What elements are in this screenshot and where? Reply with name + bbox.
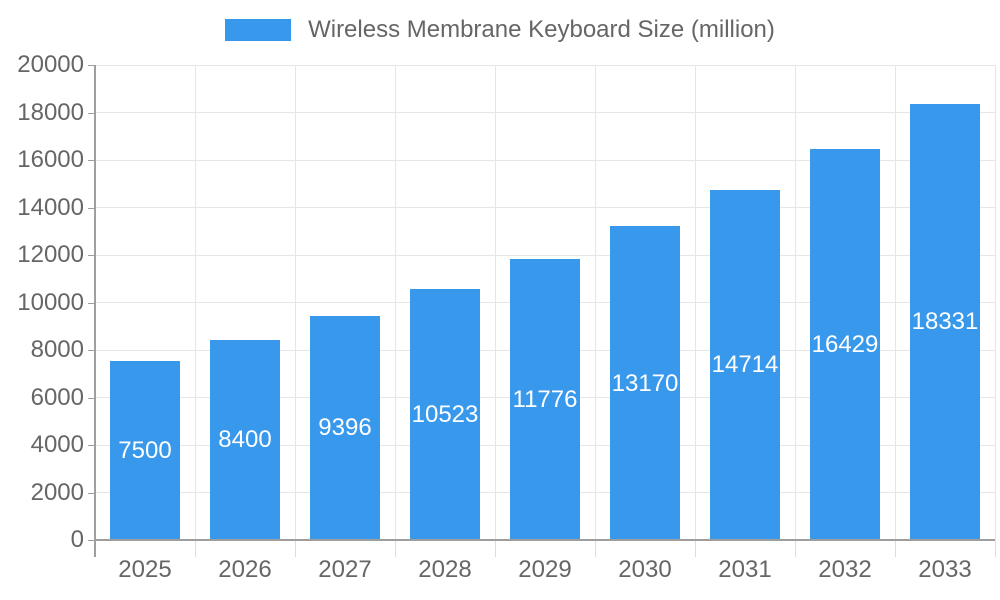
bar[interactable] <box>610 226 680 539</box>
x-axis-tick-label: 2032 <box>818 556 872 583</box>
y-axis-tick <box>88 397 95 399</box>
v-gridline <box>494 65 496 540</box>
x-axis-tick-label: 2029 <box>518 556 572 583</box>
bar-value-label: 14714 <box>711 351 779 379</box>
legend-label: Wireless Membrane Keyboard Size (million… <box>308 16 775 43</box>
x-axis-tick <box>994 540 996 557</box>
x-axis-tick <box>494 540 496 557</box>
v-gridline <box>694 65 696 540</box>
x-axis-tick <box>794 540 796 557</box>
bar-value-label: 13170 <box>611 369 679 397</box>
y-axis-tick <box>88 492 95 494</box>
v-gridline <box>194 65 196 540</box>
y-axis-tick <box>88 540 95 541</box>
y-axis-tick-label: 6000 <box>30 383 84 411</box>
h-gridline <box>95 159 995 161</box>
x-axis-tick-label: 2028 <box>418 556 472 583</box>
bar-value-label: 9396 <box>318 414 372 442</box>
bar[interactable] <box>410 289 480 539</box>
y-axis-tick-label: 2000 <box>30 478 84 506</box>
y-axis-tick-label: 12000 <box>17 241 84 268</box>
y-axis-tick <box>88 160 95 161</box>
x-axis-tick <box>294 540 296 557</box>
h-gridline <box>95 254 995 256</box>
y-axis-tick <box>88 255 95 256</box>
bar[interactable] <box>310 315 380 539</box>
bar-value-label: 8400 <box>218 426 272 454</box>
x-axis-tick <box>194 540 196 557</box>
x-axis-tick <box>694 540 696 557</box>
v-gridline <box>794 65 796 540</box>
h-gridline <box>95 207 995 208</box>
x-axis-tick-label: 2027 <box>318 556 372 583</box>
v-gridline <box>294 65 296 540</box>
v-gridline <box>394 65 396 540</box>
legend-swatch-icon <box>225 19 292 41</box>
bar[interactable] <box>110 360 180 539</box>
x-axis-tick-label: 2025 <box>118 556 172 583</box>
bar[interactable] <box>710 189 780 539</box>
bar-value-label: 7500 <box>118 436 172 464</box>
y-axis-tick-label: 18000 <box>17 98 84 126</box>
y-axis-tick <box>88 350 95 351</box>
y-axis-tick-label: 20000 <box>17 51 84 78</box>
bar[interactable] <box>910 103 980 539</box>
y-axis-tick-label: 14000 <box>17 193 84 221</box>
bar[interactable] <box>810 148 880 539</box>
v-gridline <box>894 65 896 540</box>
y-axis-tick-label: 4000 <box>30 431 84 458</box>
y-axis-tick <box>88 207 95 209</box>
bar[interactable] <box>210 339 280 539</box>
y-axis-tick <box>88 65 95 66</box>
v-gridline <box>594 65 596 540</box>
y-axis-tick-label: 0 <box>70 526 84 553</box>
y-axis-tick <box>88 445 95 446</box>
x-axis-tick-label: 2031 <box>718 556 772 583</box>
v-gridline <box>994 65 996 540</box>
bar-value-label: 18331 <box>911 308 979 336</box>
x-axis-tick-label: 2030 <box>618 556 672 583</box>
x-axis-tick-label: 2033 <box>918 556 972 583</box>
bar-value-label: 16429 <box>811 330 879 358</box>
h-gridline <box>95 64 995 66</box>
y-axis-line <box>94 65 96 557</box>
y-axis-tick <box>88 302 95 304</box>
h-gridline <box>95 112 995 113</box>
x-axis-line <box>95 539 995 541</box>
legend[interactable]: Wireless Membrane Keyboard Size (million… <box>0 16 1000 44</box>
bar-value-label: 10523 <box>411 401 479 429</box>
x-axis-tick <box>594 540 596 557</box>
y-axis-tick-label: 10000 <box>17 288 84 316</box>
x-axis-tick <box>894 540 896 557</box>
x-axis-tick-label: 2026 <box>218 556 272 583</box>
x-axis-tick <box>394 540 396 557</box>
plot-area: 7500 8400 9396 10523 11776 13170 14714 16429 183… <box>94 64 996 557</box>
y-axis-tick <box>88 112 95 114</box>
y-axis-tick-label: 16000 <box>17 146 84 173</box>
bar-value-label: 11776 <box>512 386 578 414</box>
bar[interactable] <box>510 259 580 539</box>
y-axis-tick-label: 8000 <box>30 336 84 363</box>
